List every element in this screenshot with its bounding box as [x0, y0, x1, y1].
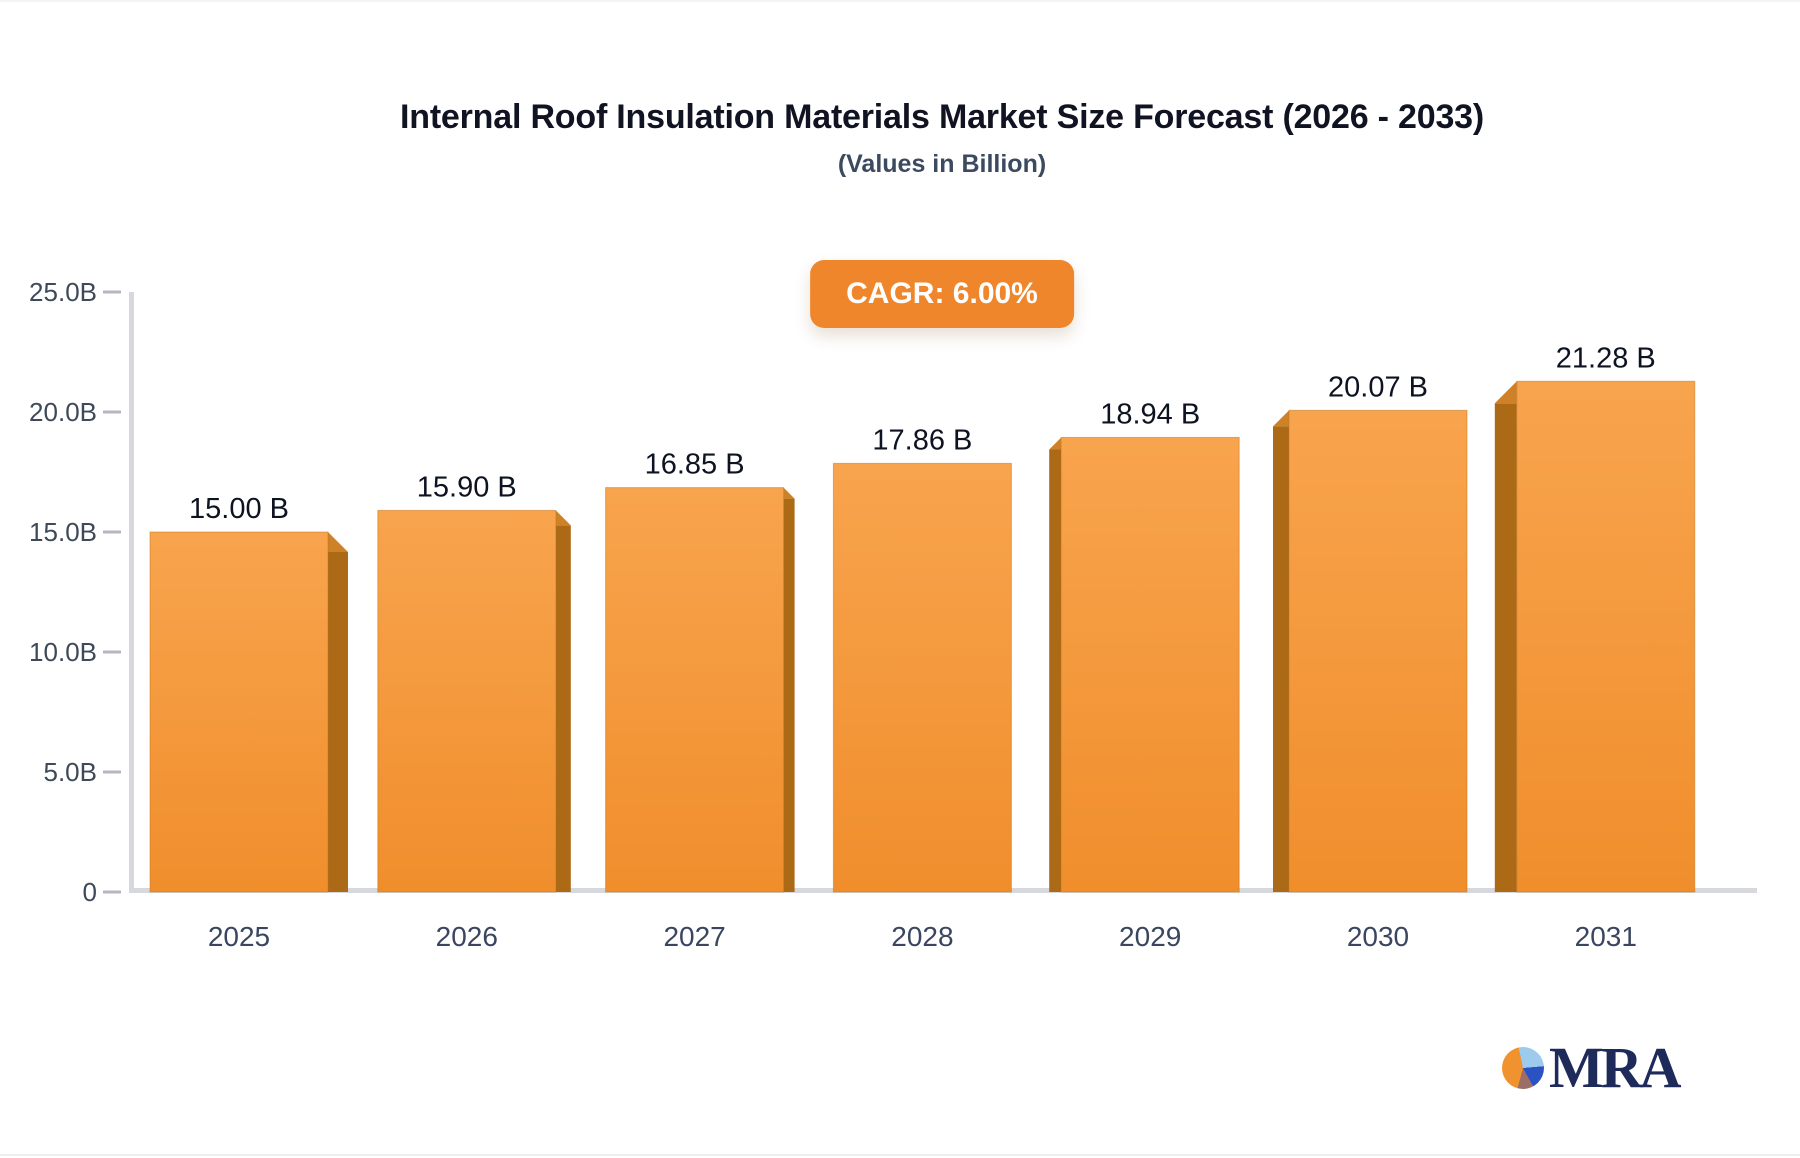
bar-front-face [605, 487, 785, 893]
cagr-badge: CAGR: 6.00% [810, 260, 1074, 328]
bar-top-bevel [1049, 437, 1062, 450]
bar-2028: 17.86 B 2028 [832, 424, 1012, 952]
y-axis-tick-label: 15.0B [29, 517, 97, 547]
x-axis-label: 2026 [436, 921, 498, 952]
x-axis-label: 2025 [208, 921, 270, 952]
x-axis-label: 2031 [1575, 921, 1637, 952]
bar-front-face [1288, 409, 1468, 893]
bar-side-face [328, 552, 348, 892]
y-axis-tick [103, 410, 121, 414]
bar-side-face [783, 498, 795, 892]
chart-subtitle: (Values in Billion) [837, 150, 1047, 178]
bar-2026: 15.90 B 2026 [377, 471, 571, 952]
bar-2025: 15.00 B 2025 [149, 493, 348, 952]
y-axis-tick [103, 890, 121, 894]
y-axis-tick [103, 770, 121, 774]
x-axis-label: 2029 [1119, 921, 1181, 952]
y-axis-tick [103, 650, 121, 654]
bar-front-face [832, 462, 1012, 893]
y-axis-tick-label: 25.0B [29, 277, 97, 307]
bar-top-bevel [1494, 381, 1517, 404]
bar-value-label: 16.85 B [645, 449, 745, 481]
y-axis-tick-label: 0 [83, 877, 97, 907]
bar-value-label: 21.28 B [1556, 342, 1656, 374]
y-axis-tick-label: 10.0B [29, 637, 97, 667]
bar-top-bevel [328, 532, 348, 552]
bar-2029: 18.94 B 2029 [1049, 398, 1240, 952]
bar-value-label: 20.07 B [1328, 371, 1428, 403]
bar-value-label: 18.94 B [1100, 398, 1200, 430]
y-axis-line [129, 292, 134, 892]
bar-side-face [1494, 403, 1517, 892]
bar-value-label: 15.00 B [189, 493, 289, 525]
bar-side-face [1049, 449, 1062, 892]
bar-front-face [377, 509, 557, 893]
bar-top-bevel [555, 510, 571, 526]
bar-side-face [1273, 426, 1289, 892]
bar-top-bevel [1273, 410, 1289, 427]
x-axis-label: 2030 [1347, 921, 1409, 952]
bar-2031: 21.28 B 2031 [1494, 342, 1696, 952]
y-axis-tick-label: 5.0B [44, 757, 98, 787]
pie-chart-logo-icon [1502, 1047, 1544, 1089]
bar-value-label: 17.86 B [872, 424, 972, 456]
bar-front-face [1516, 380, 1696, 893]
brand-name: MRA [1549, 1035, 1682, 1100]
bar-2027: 16.85 B 2027 [605, 449, 795, 952]
bar-2030: 20.07 B 2030 [1273, 371, 1468, 952]
bar-value-label: 15.90 B [417, 471, 517, 503]
bar-front-face [149, 531, 329, 893]
x-axis-label: 2028 [891, 921, 953, 952]
brand-logo: MRA [1502, 1035, 1682, 1100]
y-axis-tick [103, 530, 121, 534]
y-axis-tick-label: 20.0B [29, 397, 97, 427]
bar-side-face [555, 525, 571, 892]
x-axis-label: 2027 [663, 921, 725, 952]
chart-title: Internal Roof Insulation Materials Marke… [400, 98, 1484, 136]
y-axis-tick [103, 290, 121, 294]
bar-top-bevel [783, 487, 795, 499]
bar-front-face [1060, 436, 1240, 893]
